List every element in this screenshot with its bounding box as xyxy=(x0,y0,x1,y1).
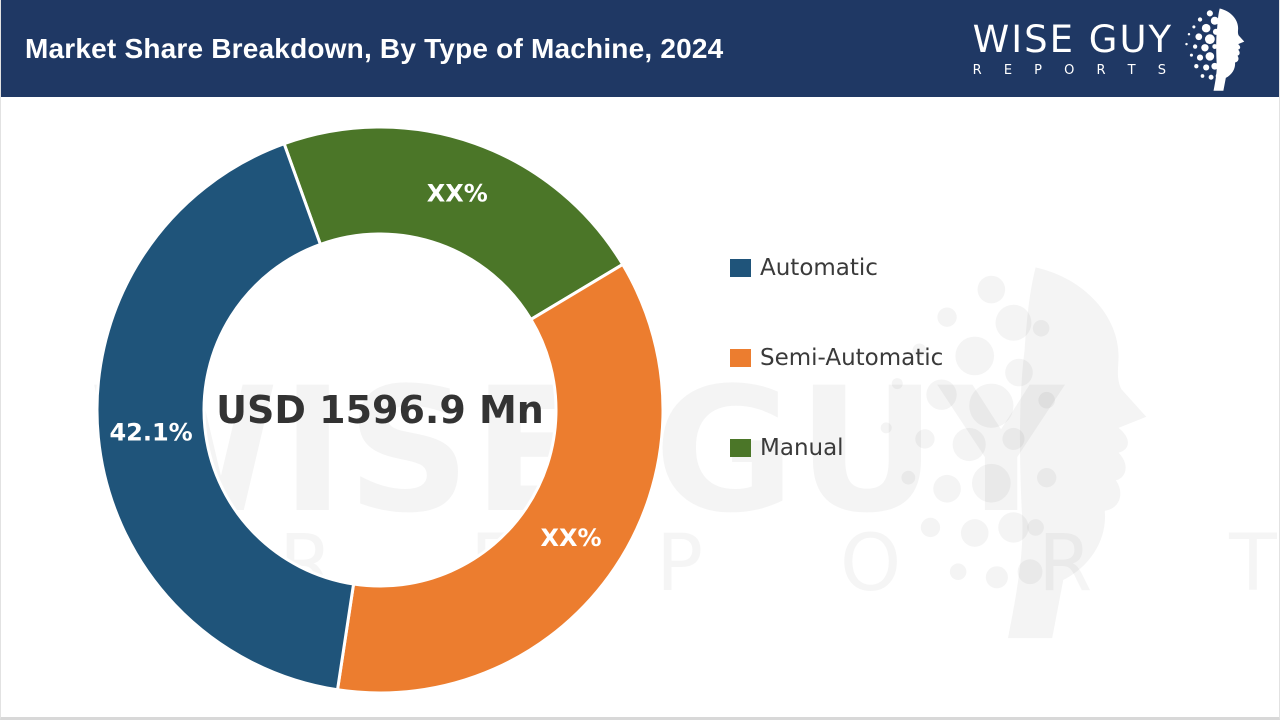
wiseguy-logo-text: WISE GUY R E P O R T S xyxy=(973,21,1175,77)
donut-slice-automatic xyxy=(95,142,356,692)
legend-label-manual: Manual xyxy=(760,435,844,461)
chart-canvas: WISE GUY R E P O R T S XX%XX%42.1% USD 1… xyxy=(1,97,1279,717)
wiseguy-logo: WISE GUY R E P O R T S xyxy=(973,6,1253,92)
header-bar: Market Share Breakdown, By Type of Machi… xyxy=(1,0,1279,97)
donut-center-value: USD 1596.9 Mn xyxy=(216,388,544,432)
chart-legend: Automatic Semi-Automatic Manual xyxy=(730,255,944,527)
legend-item-manual: Manual xyxy=(730,435,943,461)
legend-swatch-semi-automatic xyxy=(730,349,751,367)
legend-label-automatic: Automatic xyxy=(760,255,878,281)
donut-chart: XX% XX% 42.1% xyxy=(95,125,665,695)
legend-item-semi-automatic: Semi-Automatic xyxy=(730,345,944,371)
legend-swatch-manual xyxy=(730,439,751,457)
slice-label-semi-automatic: XX% xyxy=(541,524,602,552)
legend-item-automatic: Automatic xyxy=(730,255,943,281)
logo-sub-text: R E P O R T S xyxy=(972,62,1175,78)
slice-label-automatic: 42.1% xyxy=(109,418,192,446)
donut-slice-semi-automatic xyxy=(335,262,665,695)
legend-swatch-automatic xyxy=(730,259,751,277)
slice-label-manual: XX% xyxy=(427,179,488,207)
legend-label-semi-automatic: Semi-Automatic xyxy=(760,345,944,371)
wiseguy-head-icon xyxy=(1185,7,1245,91)
donut-slice-manual xyxy=(282,125,625,321)
logo-name-text: WISE GUY xyxy=(972,17,1174,61)
page-title: Market Share Breakdown, By Type of Machi… xyxy=(25,32,724,64)
